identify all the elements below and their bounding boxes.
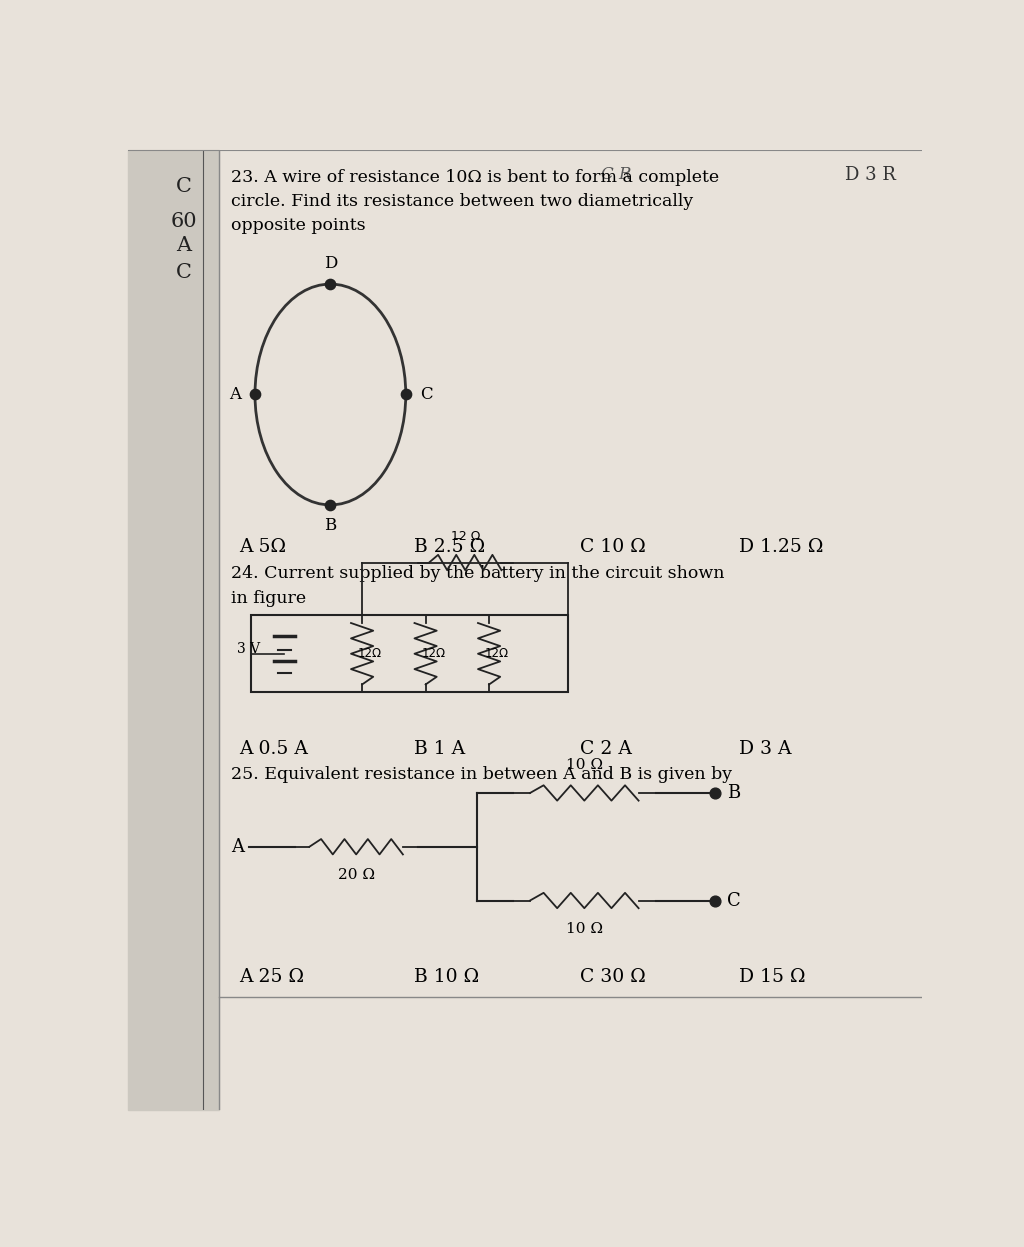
Text: 25. Equivalent resistance in between A and B is given by: 25. Equivalent resistance in between A a… (231, 766, 732, 783)
Text: D 3 R: D 3 R (845, 166, 895, 185)
Text: 24. Current supplied by the battery in the circuit shown
in figure: 24. Current supplied by the battery in t… (231, 565, 725, 606)
Text: A: A (176, 236, 191, 256)
Text: D 15 Ω: D 15 Ω (739, 968, 806, 985)
Text: A: A (231, 838, 244, 855)
Text: 12 Ω: 12 Ω (451, 530, 480, 544)
Text: B: B (325, 518, 337, 535)
Text: B 1 A: B 1 A (414, 741, 465, 758)
Point (707, 783, 723, 803)
Text: 23. A wire of resistance 10Ω is bent to form a complete
circle. Find its resista: 23. A wire of resistance 10Ω is bent to … (231, 168, 719, 234)
Point (397, 384, 414, 404)
Text: 3 V: 3 V (237, 642, 260, 656)
Text: 12Ω: 12Ω (358, 647, 382, 660)
Text: C R: C R (601, 166, 632, 183)
Text: D 3 A: D 3 A (739, 741, 792, 758)
Text: A: A (228, 387, 241, 403)
Point (247, 384, 263, 404)
Text: 10 Ω: 10 Ω (566, 922, 603, 935)
Text: C: C (175, 177, 191, 196)
Point (323, 274, 339, 294)
Text: C 10 Ω: C 10 Ω (581, 537, 646, 556)
Text: B 2.5 Ω: B 2.5 Ω (414, 537, 484, 556)
Bar (128, 150, 219, 1110)
Bar (251, 615, 568, 692)
Point (707, 890, 723, 910)
Text: D: D (324, 254, 337, 272)
Text: 60: 60 (170, 212, 197, 231)
Text: C: C (420, 387, 433, 403)
Text: C 30 Ω: C 30 Ω (581, 968, 646, 985)
Text: A 5Ω: A 5Ω (240, 537, 286, 556)
Text: C: C (727, 892, 741, 909)
Text: B: B (727, 784, 740, 802)
Text: A 25 Ω: A 25 Ω (240, 968, 304, 985)
Text: C 2 A: C 2 A (581, 741, 632, 758)
Text: 12Ω: 12Ω (485, 647, 509, 660)
Text: 20 Ω: 20 Ω (338, 868, 375, 882)
Text: 12Ω: 12Ω (422, 647, 445, 660)
Point (323, 495, 339, 515)
Text: A 0.5 A: A 0.5 A (240, 741, 308, 758)
Text: 10 Ω: 10 Ω (566, 758, 603, 772)
Text: C: C (175, 263, 191, 282)
Text: B 10 Ω: B 10 Ω (414, 968, 479, 985)
Text: D 1.25 Ω: D 1.25 Ω (739, 537, 823, 556)
